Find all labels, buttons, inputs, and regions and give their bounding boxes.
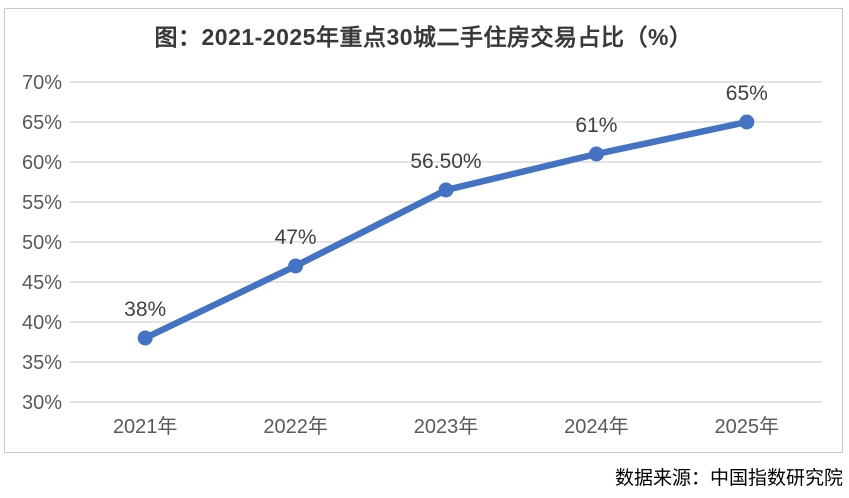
data-point-marker [288,258,304,274]
y-axis-tick-label: 50% [22,232,62,254]
data-point-marker [137,330,153,346]
chart-title: 图：2021-2025年重点30城二手住房交易占比（%） [154,24,693,50]
x-axis-tick-label: 2024年 [564,415,629,438]
data-point-label: 56.50% [410,150,481,173]
x-axis-tick-label: 2021年 [113,415,178,438]
y-axis-tick-label: 30% [22,392,62,414]
x-axis-tick-label: 2022年 [263,415,328,438]
x-axis-tick-label: 2025年 [715,415,780,438]
y-axis-tick-label: 40% [22,312,62,334]
data-point-marker [739,114,755,130]
data-point-label: 61% [575,114,617,137]
y-axis-tick-label: 60% [22,152,62,174]
y-axis-tick-label: 70% [22,72,62,94]
y-axis-tick-label: 35% [22,352,62,374]
y-axis-tick-label: 65% [22,112,62,134]
data-point-marker [438,182,454,198]
y-axis-tick-label: 45% [22,272,62,294]
data-point-label: 65% [726,82,768,105]
data-point-marker [588,146,604,162]
data-point-label: 38% [124,298,166,321]
data-source-caption: 数据来源：中国指数研究院 [614,468,843,489]
y-axis-tick-label: 55% [22,192,62,214]
x-axis-tick-label: 2023年 [414,415,479,438]
data-point-label: 47% [275,226,317,249]
